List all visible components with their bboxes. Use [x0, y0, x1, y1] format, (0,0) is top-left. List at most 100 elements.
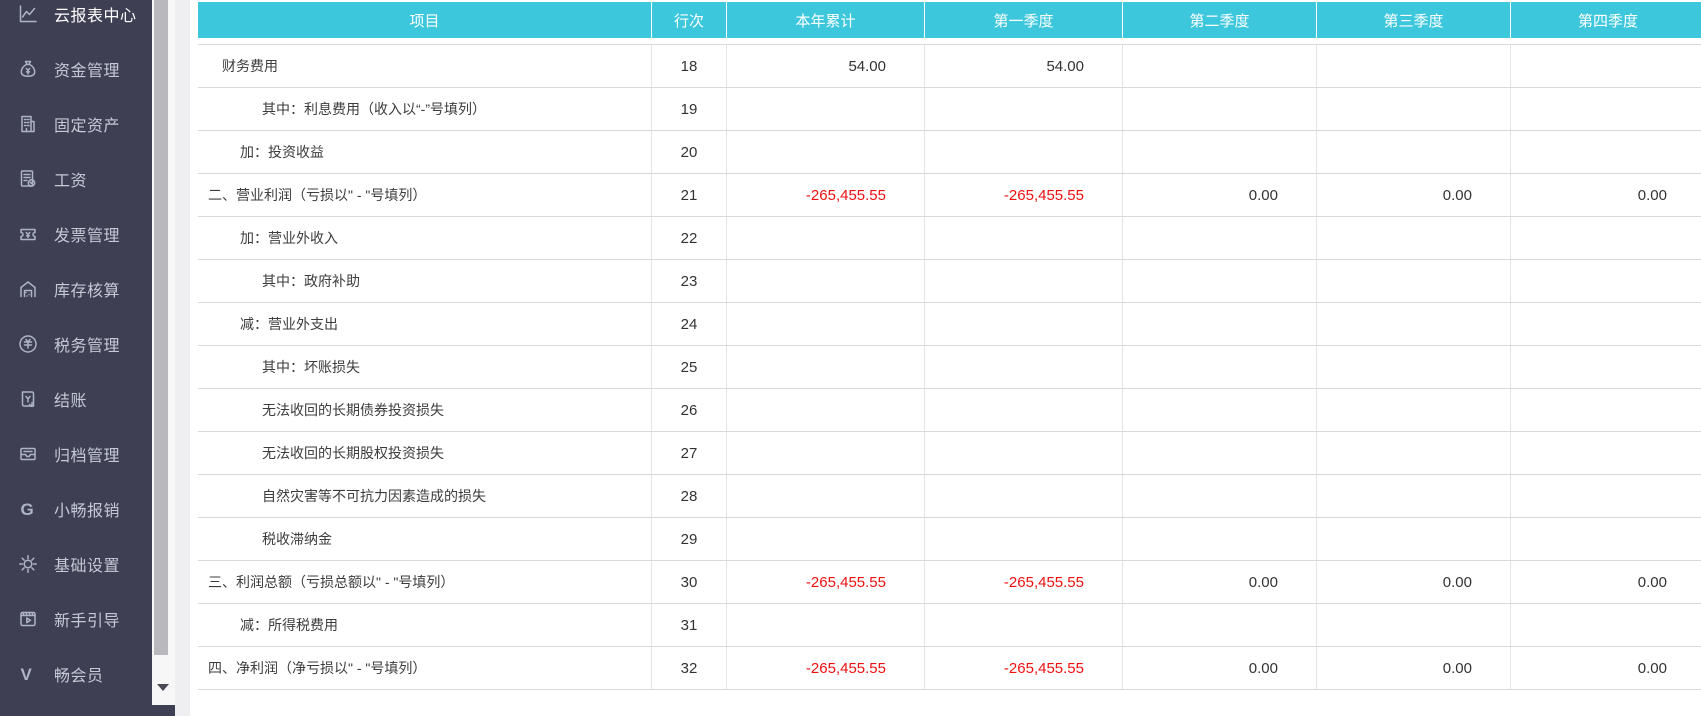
- sidebar-scrollbar-thumb[interactable]: [154, 0, 168, 655]
- row-value-cell: [1123, 260, 1317, 302]
- sidebar-item-invoice[interactable]: 发票管理: [0, 206, 152, 261]
- row-value-cell: [1317, 432, 1511, 474]
- warehouse-icon: [20, 280, 36, 297]
- row-line-number: 18: [652, 45, 727, 87]
- sidebar-item-tax-coin[interactable]: 税务管理: [0, 316, 152, 371]
- sidebar-item-label: 归档管理: [54, 447, 121, 465]
- row-value-cell: [727, 432, 925, 474]
- row-value-cell: [727, 260, 925, 302]
- row-value-cell: 0.00: [1123, 174, 1317, 216]
- row-value-cell: [1123, 217, 1317, 259]
- row-line-number: 28: [652, 475, 727, 517]
- column-header: 第二季度: [1123, 2, 1317, 38]
- sidebar-item-label: 新手引导: [54, 612, 121, 630]
- row-value-cell: [1123, 475, 1317, 517]
- guide-play-icon: [20, 611, 36, 626]
- row-value-cell: [1123, 45, 1317, 87]
- row-item-label: 三、利润总额（亏损总额以" - "号填列）: [198, 561, 652, 603]
- sidebar-item-letter-v[interactable]: V 畅会员: [0, 646, 152, 701]
- row-value-cell: 0.00: [1317, 561, 1511, 603]
- row-value-cell: [1317, 475, 1511, 517]
- column-header: 本年累计: [727, 2, 925, 38]
- row-value-cell: 0.00: [1317, 174, 1511, 216]
- table-row: 二、营业利润（亏损以" - "号填列） 21 -265,455.55 -265,455…: [198, 173, 1701, 216]
- row-line-number: 19: [652, 88, 727, 130]
- row-value-cell: [727, 88, 925, 130]
- row-line-number: 31: [652, 604, 727, 646]
- row-line-number: 32: [652, 647, 727, 689]
- table-row: 无法收回的长期股权投资损失 27: [198, 431, 1701, 474]
- row-value-cell: [925, 604, 1123, 646]
- row-value-cell: [1123, 88, 1317, 130]
- row-value-cell: [925, 475, 1123, 517]
- row-value-cell: [1511, 432, 1701, 474]
- table-row: 加：营业外收入 22: [198, 216, 1701, 259]
- sidebar-item-closing-book[interactable]: 结账: [0, 371, 152, 426]
- sidebar-item-label: 发票管理: [54, 227, 121, 245]
- sidebar-item-label: 工资: [54, 172, 88, 190]
- scroll-down-arrow-icon[interactable]: [157, 684, 169, 691]
- sidebar-item-label: 小畅报销: [54, 502, 121, 520]
- row-value-cell: [727, 346, 925, 388]
- row-value-cell: -265,455.55: [925, 561, 1123, 603]
- row-item-label: 加：营业外收入: [198, 217, 652, 259]
- sidebar-item-guide-play[interactable]: 新手引导: [0, 591, 152, 646]
- letter-v-icon: V: [21, 665, 33, 684]
- row-item-label: 减：所得税费用: [198, 604, 652, 646]
- row-value-cell: [1511, 346, 1701, 388]
- table-row: 四、净利润（净亏损以" - "号填列） 32 -265,455.55 -265,455…: [198, 646, 1701, 689]
- sidebar-item-gear[interactable]: 基础设置: [0, 536, 152, 591]
- sidebar-item-label: 固定资产: [54, 117, 121, 135]
- closing-book-icon: [21, 390, 35, 407]
- row-item-label: 其中：政府补助: [198, 260, 652, 302]
- gear-icon: [19, 554, 37, 573]
- row-value-cell: -265,455.55: [727, 647, 925, 689]
- table-row: 其中：利息费用（收入以“-”号填列） 19: [198, 87, 1701, 130]
- row-value-cell: [1317, 131, 1511, 173]
- row-value-cell: [727, 389, 925, 431]
- table-row: 财务费用 18 54.00 54.00: [198, 44, 1701, 87]
- sidebar-item-money-bag[interactable]: 资金管理: [0, 41, 152, 96]
- sidebar-scrollbar-track[interactable]: [152, 0, 175, 705]
- svg-text:G: G: [21, 500, 35, 519]
- row-value-cell: [925, 260, 1123, 302]
- row-value-cell: 0.00: [1123, 647, 1317, 689]
- table-row: 其中：政府补助 23: [198, 259, 1701, 302]
- sidebar-menu: 云报表中心资金管理固定资产工资发票管理库存核算 税务管理结账归档管理 G 小畅报销基础…: [0, 0, 152, 701]
- row-value-cell: 54.00: [925, 45, 1123, 87]
- row-item-label: 加：投资收益: [198, 131, 652, 173]
- row-item-label: 税收滞纳金: [198, 518, 652, 560]
- table-row: 减：所得税费用 31: [198, 603, 1701, 646]
- sidebar-item-label: 结账: [54, 392, 88, 410]
- sidebar-item-letter-g[interactable]: G 小畅报销: [0, 481, 152, 536]
- row-value-cell: [1511, 518, 1701, 560]
- table-header-row: 项目 行次 本年累计 第一季度 第二季度 第三季度 第四季度: [198, 2, 1701, 38]
- row-value-cell: 0.00: [1317, 647, 1511, 689]
- row-value-cell: [1123, 432, 1317, 474]
- row-value-cell: [1317, 303, 1511, 345]
- archive-tray-icon: [20, 447, 36, 460]
- sidebar-item-salary-doc[interactable]: 工资: [0, 151, 152, 206]
- salary-doc-icon: [20, 169, 36, 187]
- row-value-cell: [1511, 604, 1701, 646]
- sidebar: 云报表中心资金管理固定资产工资发票管理库存核算 税务管理结账归档管理 G 小畅报销基础…: [0, 0, 152, 716]
- row-value-cell: [1511, 217, 1701, 259]
- sidebar-item-label: 云报表中心: [54, 7, 137, 25]
- sidebar-item-building[interactable]: 固定资产: [0, 96, 152, 151]
- sidebar-item-archive-tray[interactable]: 归档管理: [0, 426, 152, 481]
- row-value-cell: [1511, 475, 1701, 517]
- sidebar-item-warehouse[interactable]: 库存核算: [0, 261, 152, 316]
- row-item-label: 其中：坏账损失: [198, 346, 652, 388]
- row-value-cell: [1511, 45, 1701, 87]
- column-header: 第四季度: [1511, 2, 1701, 38]
- row-value-cell: [1123, 604, 1317, 646]
- sidebar-item-line-chart[interactable]: 云报表中心: [0, 0, 152, 41]
- sidebar-item-label: 基础设置: [54, 557, 121, 575]
- row-line-number: 21: [652, 174, 727, 216]
- row-value-cell: [925, 346, 1123, 388]
- row-value-cell: [727, 217, 925, 259]
- row-value-cell: -265,455.55: [925, 647, 1123, 689]
- table-row: 三、利润总额（亏损总额以" - "号填列） 30 -265,455.55 -265,4…: [198, 560, 1701, 603]
- row-value-cell: [1123, 346, 1317, 388]
- table-row: 减：营业外支出 24: [198, 302, 1701, 345]
